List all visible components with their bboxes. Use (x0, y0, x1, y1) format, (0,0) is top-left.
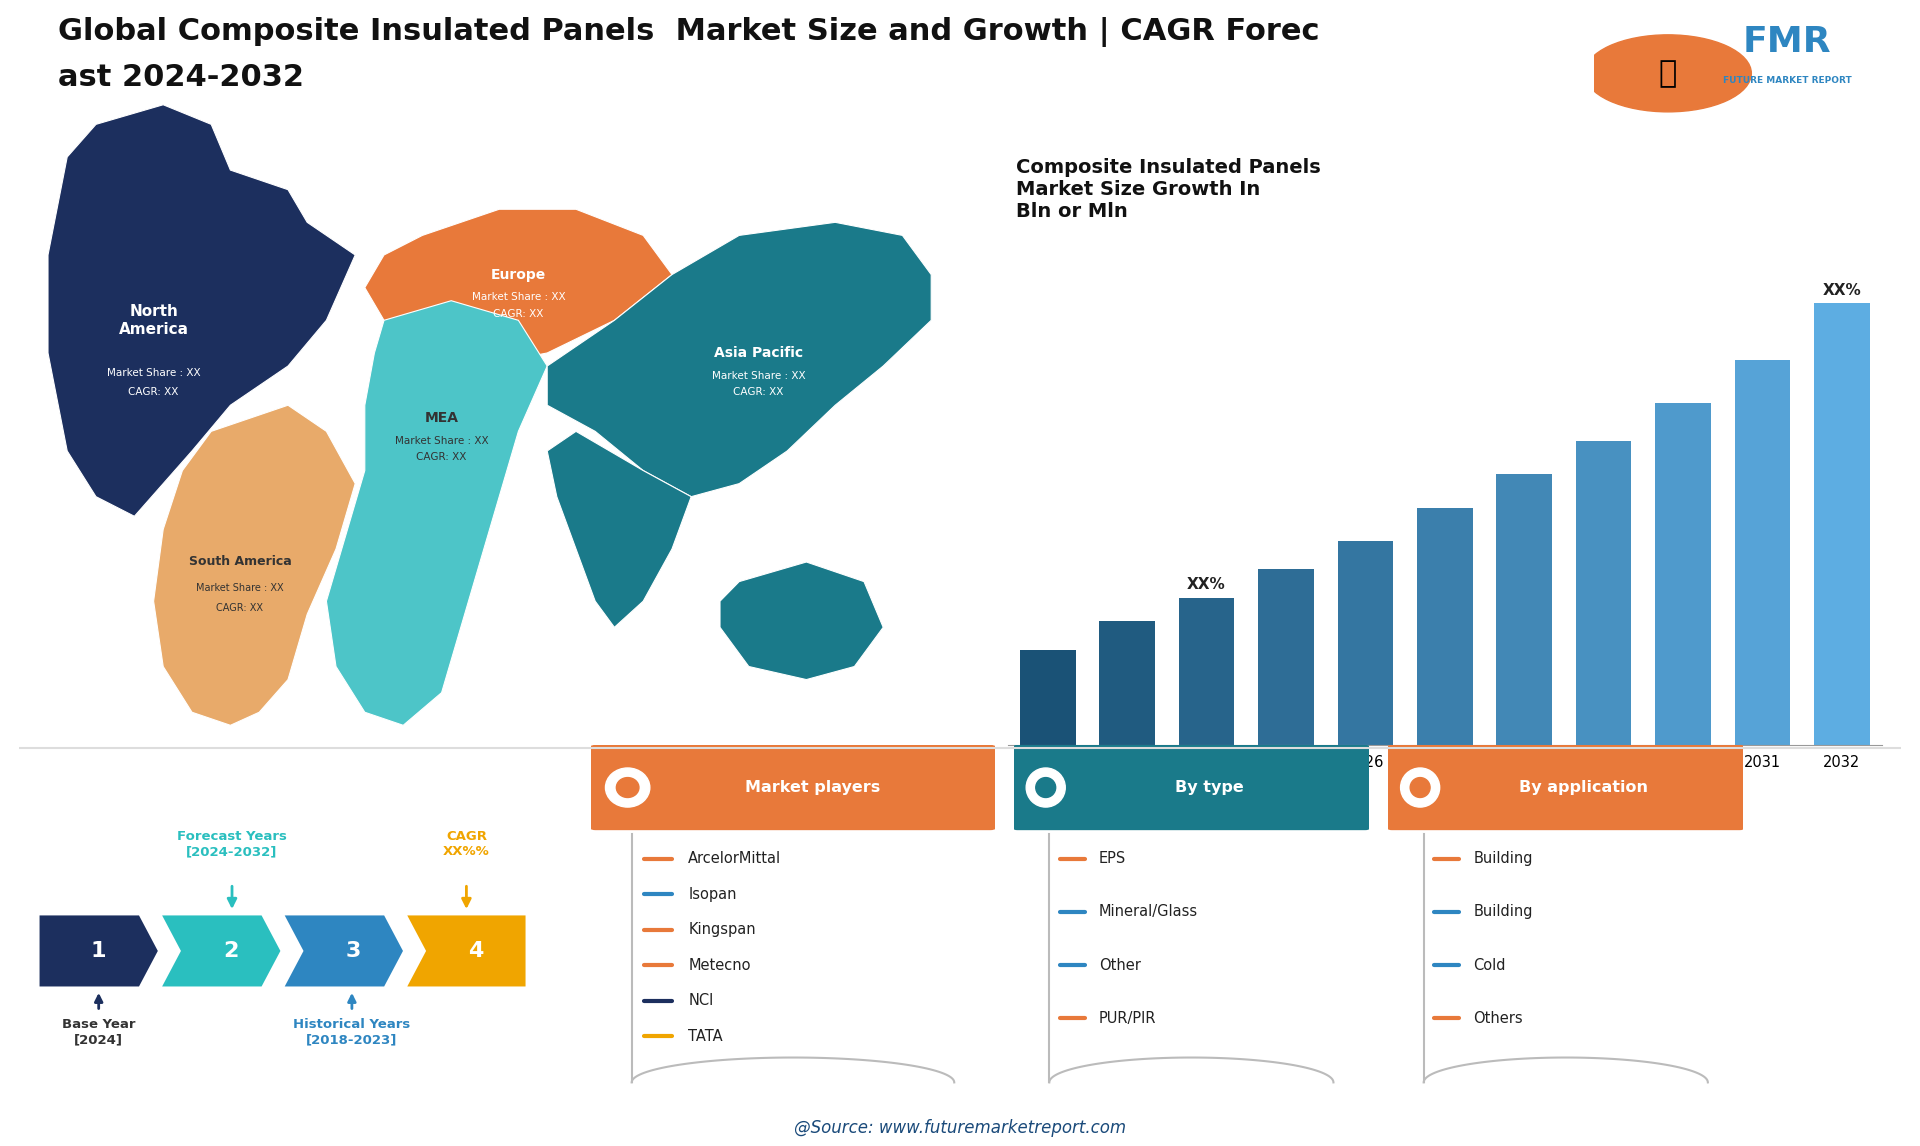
FancyBboxPatch shape (1010, 745, 1373, 830)
Polygon shape (720, 562, 883, 680)
Text: Base Year
[2024]: Base Year [2024] (61, 1019, 136, 1046)
Text: Cold: Cold (1473, 958, 1505, 973)
Text: Other: Other (1098, 958, 1140, 973)
Text: 2: 2 (223, 941, 238, 961)
Circle shape (605, 768, 649, 807)
Text: XX%: XX% (1822, 283, 1860, 298)
Text: South America: South America (188, 556, 292, 568)
Text: Others: Others (1473, 1011, 1523, 1026)
Text: CAGR: XX: CAGR: XX (733, 387, 783, 398)
Text: NCI: NCI (687, 994, 714, 1008)
Text: Market players: Market players (745, 780, 881, 795)
Text: CAGR: XX: CAGR: XX (217, 603, 263, 613)
Circle shape (1025, 768, 1066, 807)
FancyBboxPatch shape (1384, 745, 1747, 830)
Text: CAGR: XX: CAGR: XX (417, 453, 467, 463)
Text: Mineral/Glass: Mineral/Glass (1098, 904, 1198, 919)
Text: Europe: Europe (492, 267, 545, 282)
Bar (1417, 508, 1473, 745)
Polygon shape (365, 210, 672, 366)
Text: Building: Building (1473, 904, 1532, 919)
Text: Market Share : XX: Market Share : XX (712, 371, 804, 380)
Circle shape (1035, 778, 1056, 798)
Text: Isopan: Isopan (687, 887, 737, 902)
Text: 🔭: 🔭 (1659, 58, 1678, 88)
Text: ast 2024-2032: ast 2024-2032 (58, 63, 303, 92)
Text: Kingspan: Kingspan (687, 923, 756, 937)
Text: 4: 4 (468, 941, 484, 961)
Text: Historical Years
[2018-2023]: Historical Years [2018-2023] (294, 1019, 411, 1046)
Bar (1338, 541, 1394, 745)
Text: Composite Insulated Panels
Market Size Growth In
Bln or Mln: Composite Insulated Panels Market Size G… (1016, 158, 1321, 221)
Text: ArcelorMittal: ArcelorMittal (687, 851, 781, 866)
Bar (1020, 650, 1075, 745)
Polygon shape (547, 431, 691, 627)
Polygon shape (154, 406, 355, 725)
Text: 1: 1 (90, 941, 106, 961)
Text: CAGR
XX%%: CAGR XX%% (444, 831, 490, 858)
Text: Forecast Years
[2024-2032]: Forecast Years [2024-2032] (177, 831, 286, 858)
Bar (1734, 361, 1789, 745)
FancyBboxPatch shape (588, 745, 998, 830)
Bar (1100, 621, 1156, 745)
Text: North
America: North America (119, 304, 188, 337)
Polygon shape (547, 222, 931, 496)
Text: Global Composite Insulated Panels  Market Size and Growth | CAGR Forec: Global Composite Insulated Panels Market… (58, 17, 1319, 47)
Polygon shape (48, 104, 355, 516)
Text: Building: Building (1473, 851, 1532, 866)
Text: Market Share : XX: Market Share : XX (196, 583, 284, 594)
Text: CAGR: XX: CAGR: XX (129, 387, 179, 398)
Circle shape (1409, 778, 1430, 798)
Bar (1655, 403, 1711, 745)
Polygon shape (161, 916, 280, 987)
Text: TATA: TATA (687, 1029, 722, 1044)
Text: CAGR: XX: CAGR: XX (493, 308, 543, 319)
Text: Metecno: Metecno (687, 958, 751, 973)
Text: Asia Pacific: Asia Pacific (714, 346, 803, 360)
Text: FMR: FMR (1743, 25, 1832, 58)
Bar (1576, 441, 1632, 745)
Text: @Source: www.futuremarketreport.com: @Source: www.futuremarketreport.com (795, 1118, 1125, 1137)
Text: PUR/PIR: PUR/PIR (1098, 1011, 1156, 1026)
Circle shape (616, 778, 639, 798)
Text: FUTURE MARKET REPORT: FUTURE MARKET REPORT (1722, 76, 1851, 85)
Polygon shape (326, 300, 547, 725)
Text: XX%: XX% (1187, 578, 1227, 592)
Circle shape (1584, 34, 1751, 112)
Bar (1496, 474, 1551, 745)
Text: Market Share : XX: Market Share : XX (396, 437, 488, 446)
Bar (1179, 598, 1235, 745)
Text: Market Share : XX: Market Share : XX (472, 292, 564, 303)
Polygon shape (284, 916, 403, 987)
Bar (1814, 304, 1870, 745)
Text: By type: By type (1175, 780, 1244, 795)
Text: EPS: EPS (1098, 851, 1127, 866)
Text: Market Share : XX: Market Share : XX (108, 368, 200, 377)
Polygon shape (407, 916, 526, 987)
Bar (1258, 570, 1313, 745)
Text: By application: By application (1519, 780, 1647, 795)
Text: MEA: MEA (424, 411, 459, 425)
Polygon shape (40, 916, 157, 987)
Circle shape (1400, 768, 1440, 807)
Text: 3: 3 (346, 941, 361, 961)
